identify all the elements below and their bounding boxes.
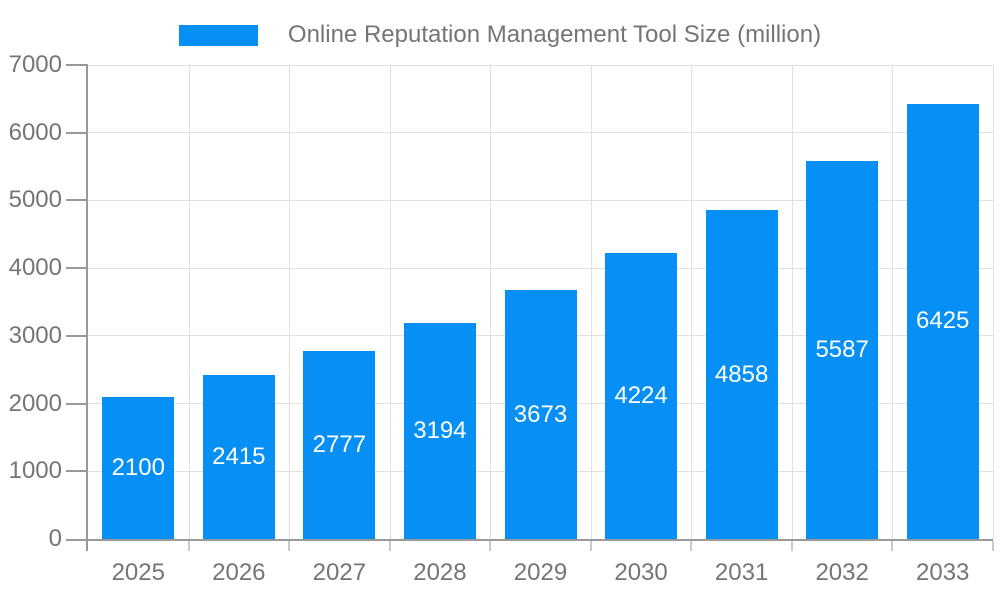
y-axis-tick [66, 64, 88, 66]
h-gridline [88, 267, 993, 269]
bar-value-label: 4224 [614, 381, 668, 409]
x-axis-tick [891, 541, 894, 551]
v-gridline [891, 65, 893, 539]
y-axis-tick [66, 131, 88, 134]
x-axis-tick-label: 2032 [815, 559, 869, 586]
y-axis-tick [66, 334, 88, 337]
x-axis-tick-label: 2031 [714, 559, 769, 586]
y-axis-line [86, 65, 88, 551]
x-axis-tick-label: 2026 [212, 559, 266, 586]
y-axis-tick-label: 6000 [8, 118, 62, 146]
v-gridline [690, 65, 692, 539]
x-axis-tick [589, 541, 592, 551]
x-axis-tick [489, 541, 492, 551]
x-axis-tick [992, 541, 994, 551]
x-axis-tick-label: 2033 [916, 559, 970, 586]
bar[interactable]: 5587 [806, 160, 879, 539]
v-gridline [489, 65, 491, 539]
x-axis-tick [790, 541, 793, 551]
v-gridline [791, 65, 793, 539]
x-axis-tick-label: 2027 [312, 559, 367, 586]
bar[interactable]: 4858 [705, 210, 778, 539]
bar-value-label: 3673 [513, 400, 568, 428]
bar[interactable]: 3194 [403, 322, 476, 539]
legend-label: Online Reputation Management Tool Size (… [287, 21, 822, 48]
y-axis-tick-label: 0 [48, 525, 62, 552]
x-axis-tick [690, 541, 693, 551]
x-axis-tick-label: 2025 [111, 559, 165, 586]
h-gridline [88, 132, 993, 134]
v-gridline [590, 65, 592, 539]
legend-swatch [178, 24, 258, 46]
y-axis-tick-label: 3000 [8, 321, 62, 349]
h-gridline [88, 64, 993, 66]
x-axis-tick-label: 2030 [614, 559, 668, 586]
x-axis-line [66, 539, 993, 541]
y-axis-tick [66, 402, 88, 405]
bar-value-label: 2777 [312, 430, 367, 458]
bar-value-label: 3194 [413, 416, 467, 444]
bar-value-label: 2100 [111, 453, 165, 481]
bar[interactable]: 2777 [303, 350, 376, 539]
bar-value-label: 6425 [916, 307, 970, 335]
bar[interactable]: 2415 [202, 375, 275, 539]
bar-value-label: 2415 [212, 443, 266, 471]
bar[interactable]: 3673 [504, 290, 577, 539]
bar-value-label: 5587 [815, 335, 869, 363]
y-axis-tick [66, 470, 88, 473]
x-axis-tick-label: 2028 [413, 559, 467, 586]
bar[interactable]: 4224 [605, 252, 678, 539]
y-axis-tick [66, 267, 88, 270]
x-axis-tick [388, 541, 391, 551]
y-axis-tick-label: 2000 [8, 389, 62, 417]
v-gridline [188, 65, 190, 539]
legend[interactable]: Online Reputation Management Tool Size (… [0, 21, 1000, 49]
y-axis-tick-label: 5000 [8, 186, 62, 214]
v-gridline [389, 65, 391, 539]
bar[interactable]: 6425 [906, 103, 979, 539]
h-gridline [88, 199, 993, 201]
y-axis-tick [66, 199, 88, 202]
y-axis-tick-label: 1000 [8, 457, 62, 485]
x-axis-tick [187, 541, 190, 551]
bar[interactable]: 2100 [102, 396, 175, 539]
x-axis-tick [288, 541, 291, 551]
y-axis-tick-label: 7000 [8, 51, 62, 78]
v-gridline [992, 65, 994, 539]
plot-area: 2100 2415 2777 3194 3673 4224 4858 5587 6425 [88, 64, 994, 539]
y-axis-tick-label: 4000 [8, 254, 62, 282]
bar-value-label: 4858 [714, 360, 769, 388]
x-axis-tick-label: 2029 [513, 559, 568, 586]
v-gridline [288, 65, 290, 539]
